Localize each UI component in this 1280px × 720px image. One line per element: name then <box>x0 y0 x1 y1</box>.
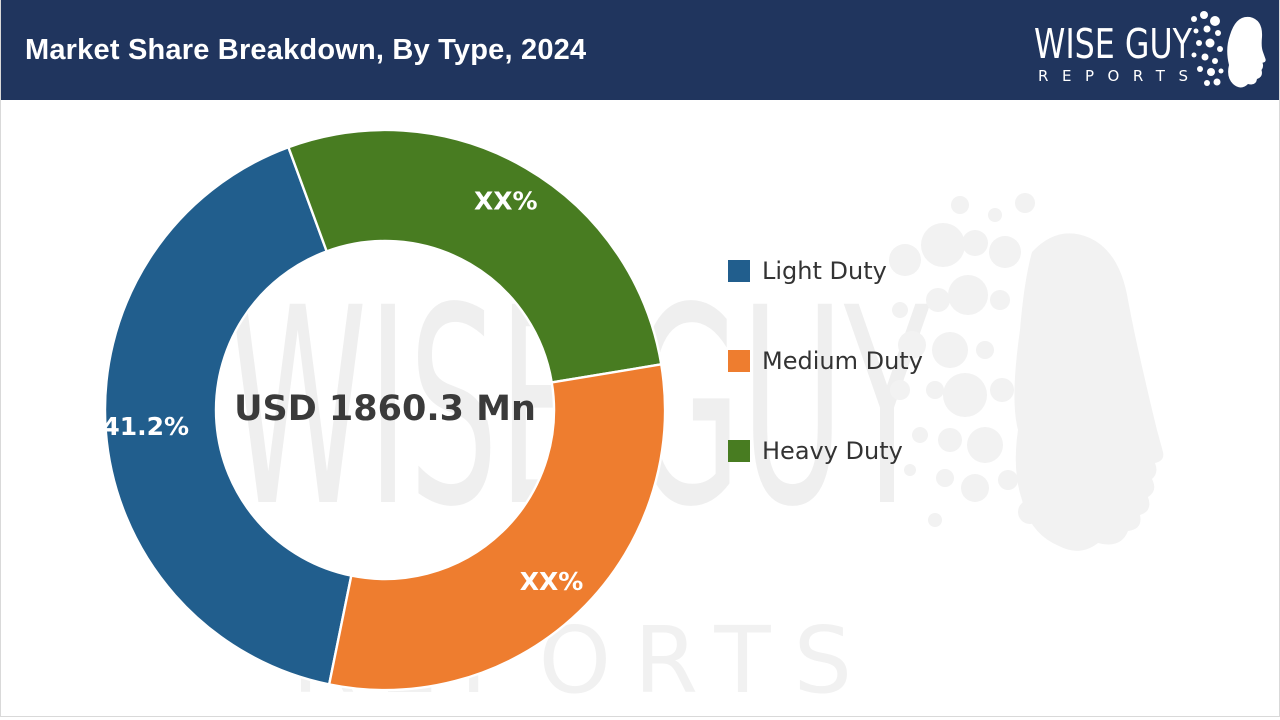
legend-label: Medium Duty <box>762 347 923 375</box>
header-bar: Market Share Breakdown, By Type, 2024 WI… <box>0 0 1280 100</box>
page-title: Market Share Breakdown, By Type, 2024 <box>25 33 587 66</box>
legend-swatch-light-duty <box>728 260 750 282</box>
logo-reports-text: REPORTS <box>1038 67 1188 85</box>
donut-segment-heavy-duty <box>287 128 663 384</box>
legend-swatch-medium-duty <box>728 350 750 372</box>
donut-segment-medium-duty <box>327 363 667 692</box>
legend-swatch-heavy-duty <box>728 440 750 462</box>
logo-wordmark-text: WISE GUY <box>1034 20 1193 68</box>
legend-label: Light Duty <box>762 257 887 285</box>
wise-guy-reports-logo: WISE GUY REPORTS <box>1034 11 1266 88</box>
chart-center-value: USD 1860.3 Mn <box>234 389 536 429</box>
logo-face-icon <box>1191 11 1266 88</box>
segment-label-heavy-duty: XX% <box>474 187 538 216</box>
segment-label-light-duty: 41.2% <box>102 412 189 441</box>
legend-item-light-duty: Light Duty <box>728 257 923 285</box>
donut-segment-light-duty <box>103 145 353 686</box>
legend-label: Heavy Duty <box>762 437 903 465</box>
legend-item-medium-duty: Medium Duty <box>728 347 923 375</box>
legend-item-heavy-duty: Heavy Duty <box>728 437 923 465</box>
segment-label-medium-duty: XX% <box>520 567 584 596</box>
chart-legend: Light Duty Medium Duty Heavy Duty <box>728 257 923 528</box>
watermark-face-icon <box>889 193 1164 551</box>
